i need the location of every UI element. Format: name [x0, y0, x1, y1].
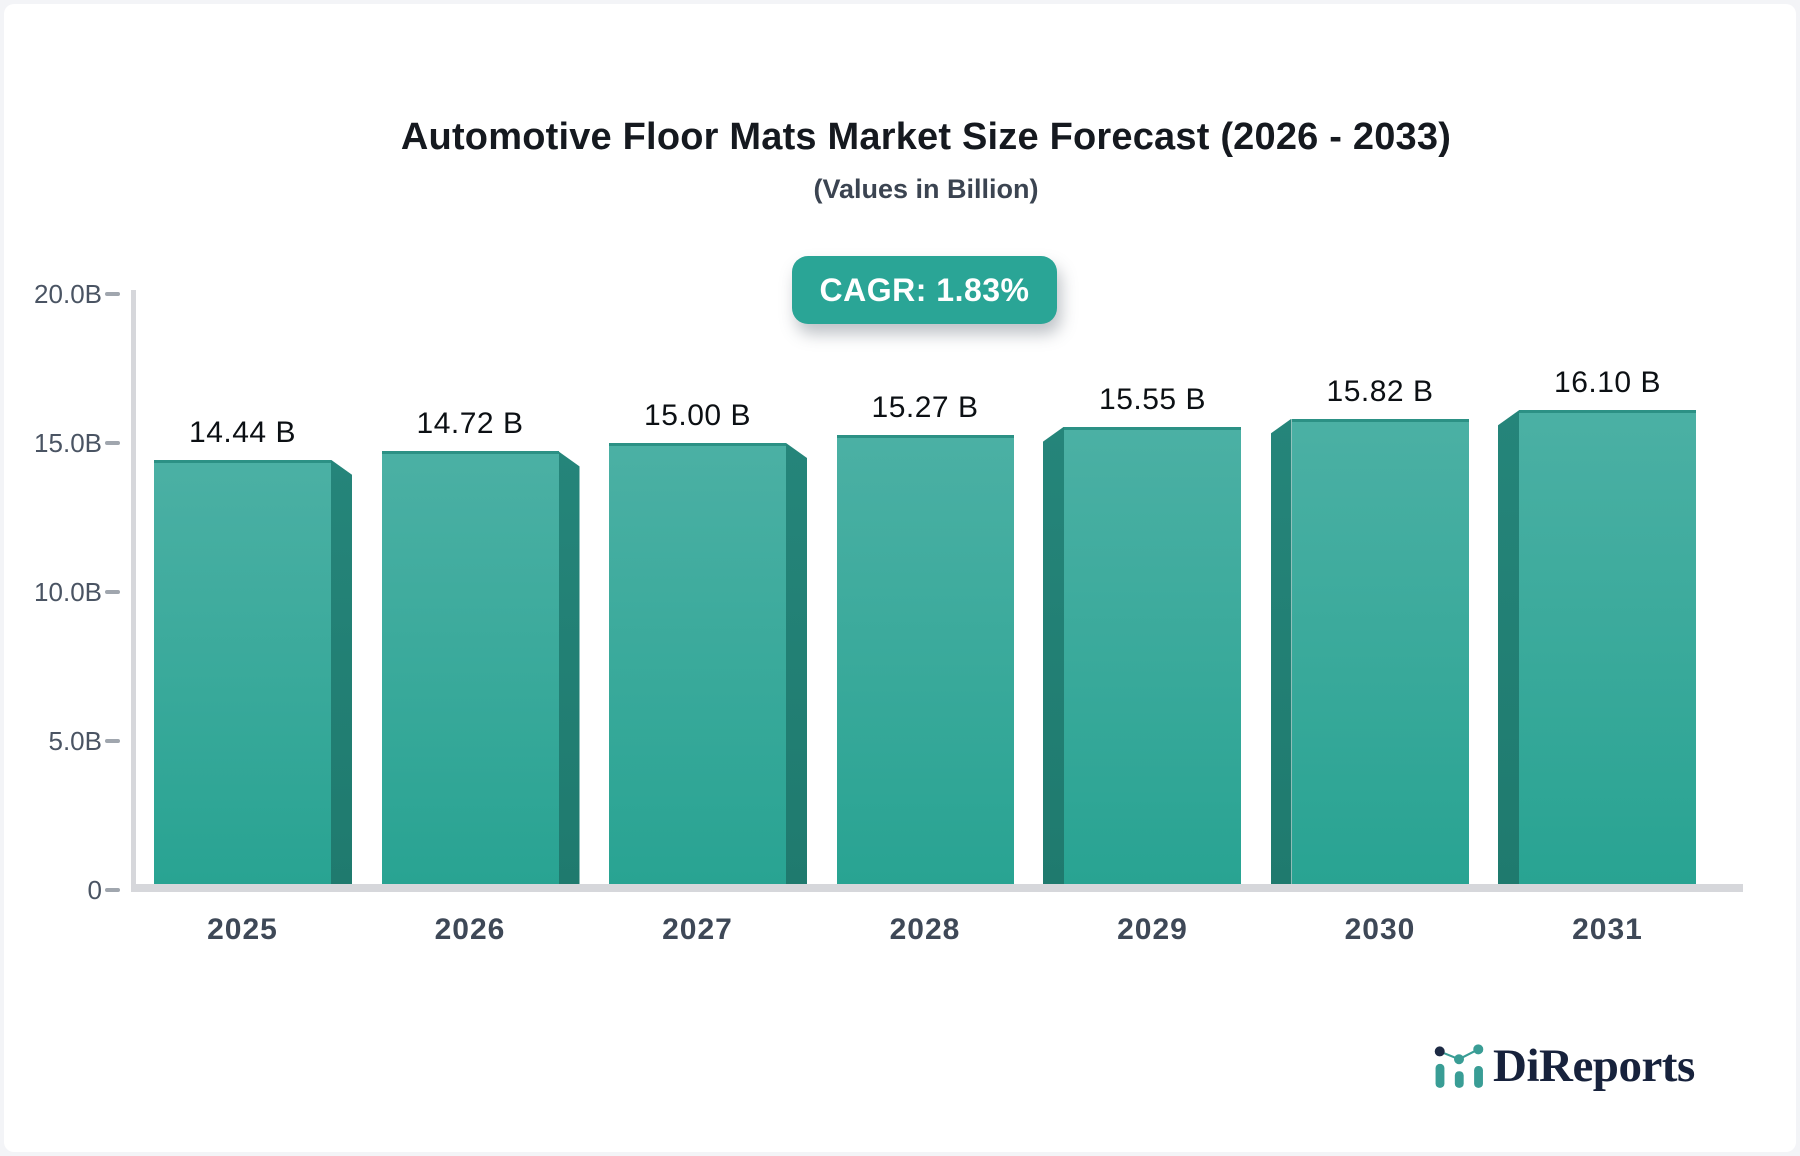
- bar-value-label: 15.55 B: [1099, 382, 1206, 416]
- bar-value-label: 15.82 B: [1326, 374, 1434, 408]
- bar-front-face: [1064, 426, 1241, 890]
- x-axis-label: 2031: [1572, 913, 1643, 946]
- chart-subtitle: (Values in Billion): [813, 174, 1039, 204]
- y-tick-mark: [105, 590, 120, 594]
- y-tick-label: 20.0B: [34, 279, 102, 309]
- bar-front-face: [1519, 410, 1696, 890]
- y-axis-line: [131, 290, 136, 891]
- bar-side-face: [1043, 426, 1064, 890]
- bar-front-face: [154, 459, 331, 890]
- brand-watermark: DiReports: [1434, 1038, 1695, 1094]
- bar-side-face: [331, 459, 352, 890]
- y-tick-label: 0: [87, 875, 102, 905]
- cagr-badge-label: CAGR: 1.83%: [819, 271, 1030, 308]
- y-tick-mark: [105, 739, 120, 743]
- x-axis-label: 2027: [662, 913, 733, 946]
- x-axis-baseline: [131, 884, 1743, 892]
- cagr-badge: CAGR: 1.83%: [792, 256, 1057, 324]
- bar-front-face: [836, 434, 1014, 890]
- bar-side-face: [1498, 410, 1519, 890]
- bar-front-face: [1291, 418, 1469, 890]
- y-tick-label: 15.0B: [34, 428, 102, 458]
- y-tick-label: 5.0B: [48, 726, 103, 756]
- x-axis-label: 2028: [889, 913, 961, 946]
- bar-side-face: [786, 443, 807, 890]
- x-axis-label: 2026: [434, 913, 506, 946]
- bar-front-face: [381, 451, 559, 890]
- bar-value-label: 14.72 B: [416, 407, 524, 441]
- y-tick-mark: [105, 292, 120, 296]
- bar-value-label: 16.10 B: [1554, 366, 1661, 400]
- bar-value-label: 14.44 B: [189, 415, 296, 449]
- y-tick-label: 10.0B: [34, 577, 102, 607]
- x-axis-label: 2030: [1344, 913, 1416, 946]
- bar-front-face: [609, 443, 786, 890]
- bar-value-label: 15.27 B: [871, 390, 979, 424]
- bar-value-label: 15.00 B: [644, 399, 751, 432]
- bar-side-face: [558, 451, 580, 890]
- brand-watermark-text: DiReports: [1493, 1040, 1695, 1092]
- direports-logo-icon: [1434, 1044, 1484, 1088]
- chart-card: Automotive Floor Mats Market Size Foreca…: [4, 4, 1796, 1152]
- x-axis-label: 2025: [207, 913, 278, 946]
- chart-title: Automotive Floor Mats Market Size Foreca…: [400, 116, 1452, 158]
- y-tick-mark: [105, 888, 120, 892]
- bar-side-face: [1270, 418, 1292, 890]
- y-tick-mark: [105, 441, 120, 445]
- x-axis-label: 2029: [1117, 913, 1188, 946]
